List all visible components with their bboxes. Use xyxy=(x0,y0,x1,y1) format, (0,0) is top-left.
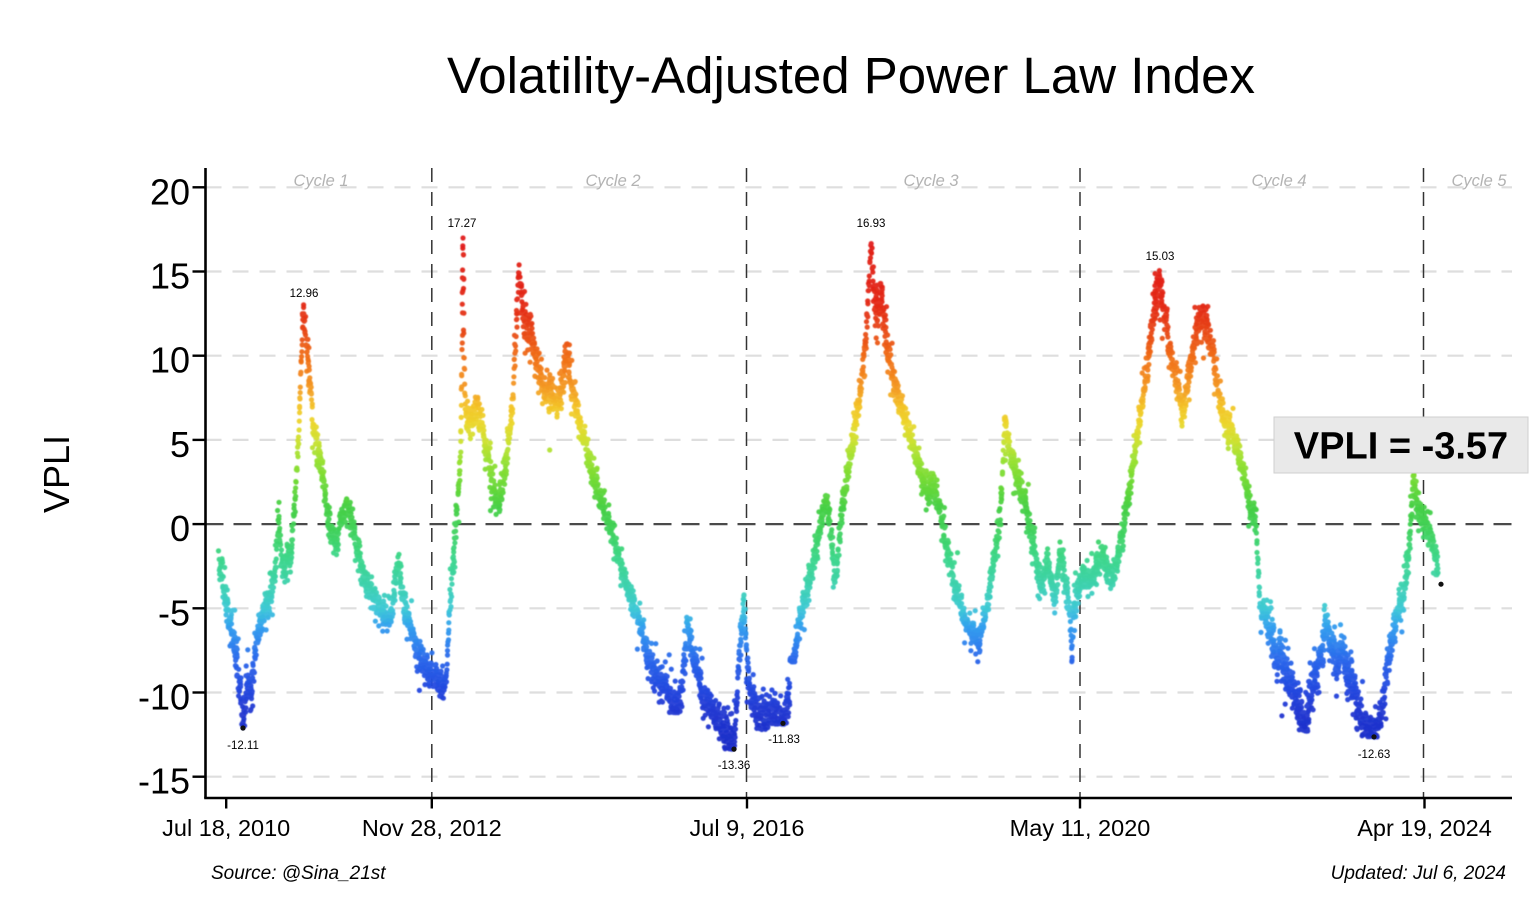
svg-text:Cycle 1: Cycle 1 xyxy=(293,172,348,190)
svg-text:0: 0 xyxy=(170,508,190,549)
svg-text:VPLI = -3.57: VPLI = -3.57 xyxy=(1294,426,1508,468)
svg-text:20: 20 xyxy=(150,171,190,212)
svg-text:Cycle 5: Cycle 5 xyxy=(1451,172,1507,190)
svg-text:17.27: 17.27 xyxy=(448,218,477,230)
svg-text:-5: -5 xyxy=(158,592,190,633)
svg-text:-12.11: -12.11 xyxy=(227,740,259,752)
svg-text:12.96: 12.96 xyxy=(290,288,319,300)
svg-text:VPLI: VPLI xyxy=(36,435,77,513)
svg-text:10: 10 xyxy=(150,340,190,381)
svg-text:-13.36: -13.36 xyxy=(718,760,751,772)
svg-text:Jul 18, 2010: Jul 18, 2010 xyxy=(162,815,290,841)
svg-text:Nov 28, 2012: Nov 28, 2012 xyxy=(362,815,502,841)
svg-text:Cycle 2: Cycle 2 xyxy=(585,172,640,190)
svg-text:Volatility-Adjusted Power Law: Volatility-Adjusted Power Law Index xyxy=(447,47,1255,104)
svg-text:15: 15 xyxy=(150,256,190,297)
svg-text:-12.63: -12.63 xyxy=(1358,749,1391,761)
svg-text:Source: @Sina_21st: Source: @Sina_21st xyxy=(211,863,386,884)
svg-text:Cycle 3: Cycle 3 xyxy=(903,172,959,190)
svg-text:-10: -10 xyxy=(138,677,190,718)
svg-text:Cycle 4: Cycle 4 xyxy=(1251,172,1306,190)
svg-text:-11.83: -11.83 xyxy=(768,734,800,746)
svg-text:16.93: 16.93 xyxy=(857,218,886,230)
svg-text:-15: -15 xyxy=(138,761,190,802)
svg-text:5: 5 xyxy=(170,424,190,465)
svg-text:15.03: 15.03 xyxy=(1146,251,1175,263)
svg-text:May 11, 2020: May 11, 2020 xyxy=(1010,815,1151,841)
svg-text:Jul 9, 2016: Jul 9, 2016 xyxy=(690,815,805,841)
svg-text:Updated: Jul 6, 2024: Updated: Jul 6, 2024 xyxy=(1331,863,1506,884)
svg-text:Apr 19, 2024: Apr 19, 2024 xyxy=(1357,815,1492,841)
